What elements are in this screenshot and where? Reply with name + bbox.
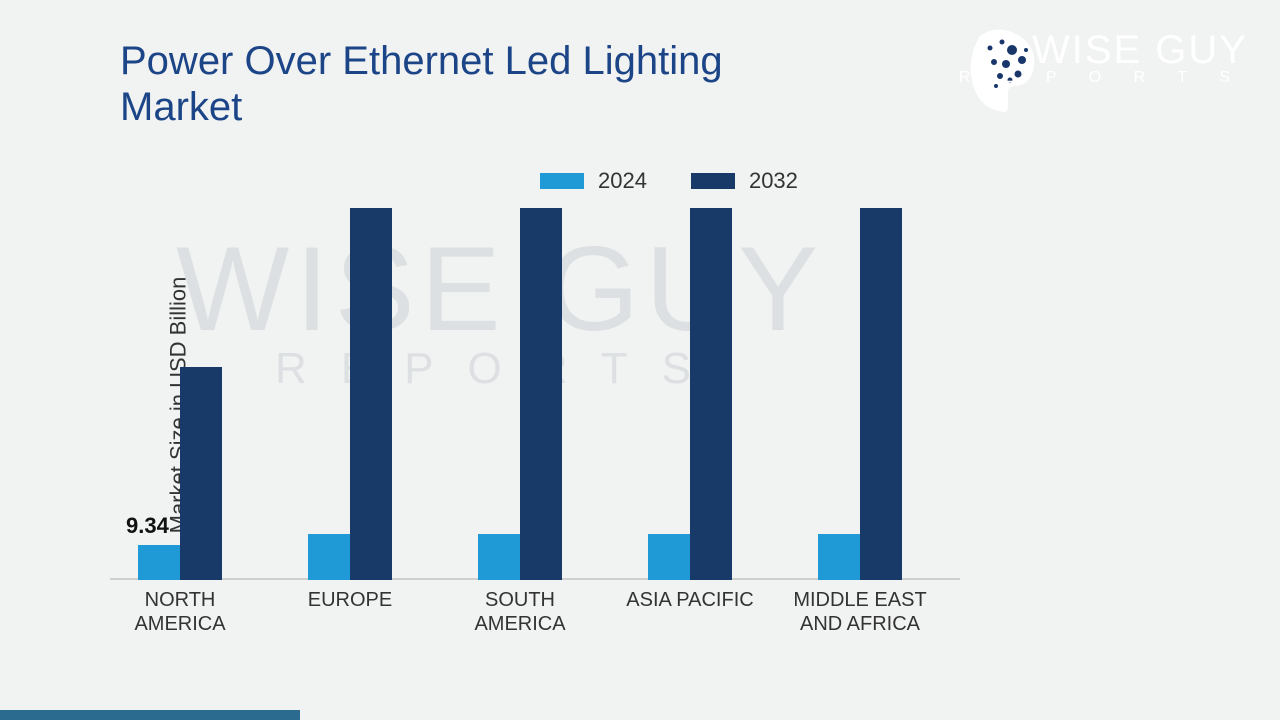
bar-2024-south-america (478, 534, 520, 580)
legend-swatch-2032 (691, 173, 735, 189)
xlabel-2: SOUTH AMERICA (450, 588, 590, 636)
footer-accent-bar (0, 710, 300, 720)
xlabel-4: MIDDLE EAST AND AFRICA (790, 588, 930, 636)
legend-label-2024: 2024 (598, 168, 647, 194)
xlabel-1: EUROPE (280, 588, 420, 612)
legend: 2024 2032 (540, 168, 798, 194)
value-label-9-34: 9.34 (126, 513, 169, 539)
chart-title: Power Over Ethernet Led Lighting Market (120, 38, 780, 130)
bar-2024-europe (308, 534, 350, 580)
brand-logo: WISE GUY R E P O R T S (959, 28, 1248, 87)
brand-logo-main: WISE GUY (959, 28, 1248, 73)
legend-item-2024: 2024 (540, 168, 647, 194)
bar-2024-mea (818, 534, 860, 580)
bar-2032-north-america (180, 367, 222, 580)
legend-item-2032: 2032 (691, 168, 798, 194)
bar-2024-asia-pacific (648, 534, 690, 580)
legend-label-2032: 2032 (749, 168, 798, 194)
xlabel-0: NORTH AMERICA (110, 588, 250, 636)
chart-canvas: WISE GUY REPORTS WISE GUY R E P O R T S … (0, 0, 1280, 720)
bar-2032-mea (860, 208, 902, 580)
bar-2032-asia-pacific (690, 208, 732, 580)
legend-swatch-2024 (540, 173, 584, 189)
bar-2032-south-america (520, 208, 562, 580)
bar-2032-europe (350, 208, 392, 580)
plot-area: 9.34 (110, 200, 960, 580)
brand-logo-sub: R E P O R T S (959, 69, 1248, 87)
xlabel-3: ASIA PACIFIC (620, 588, 760, 612)
bar-2024-north-america (138, 545, 180, 581)
